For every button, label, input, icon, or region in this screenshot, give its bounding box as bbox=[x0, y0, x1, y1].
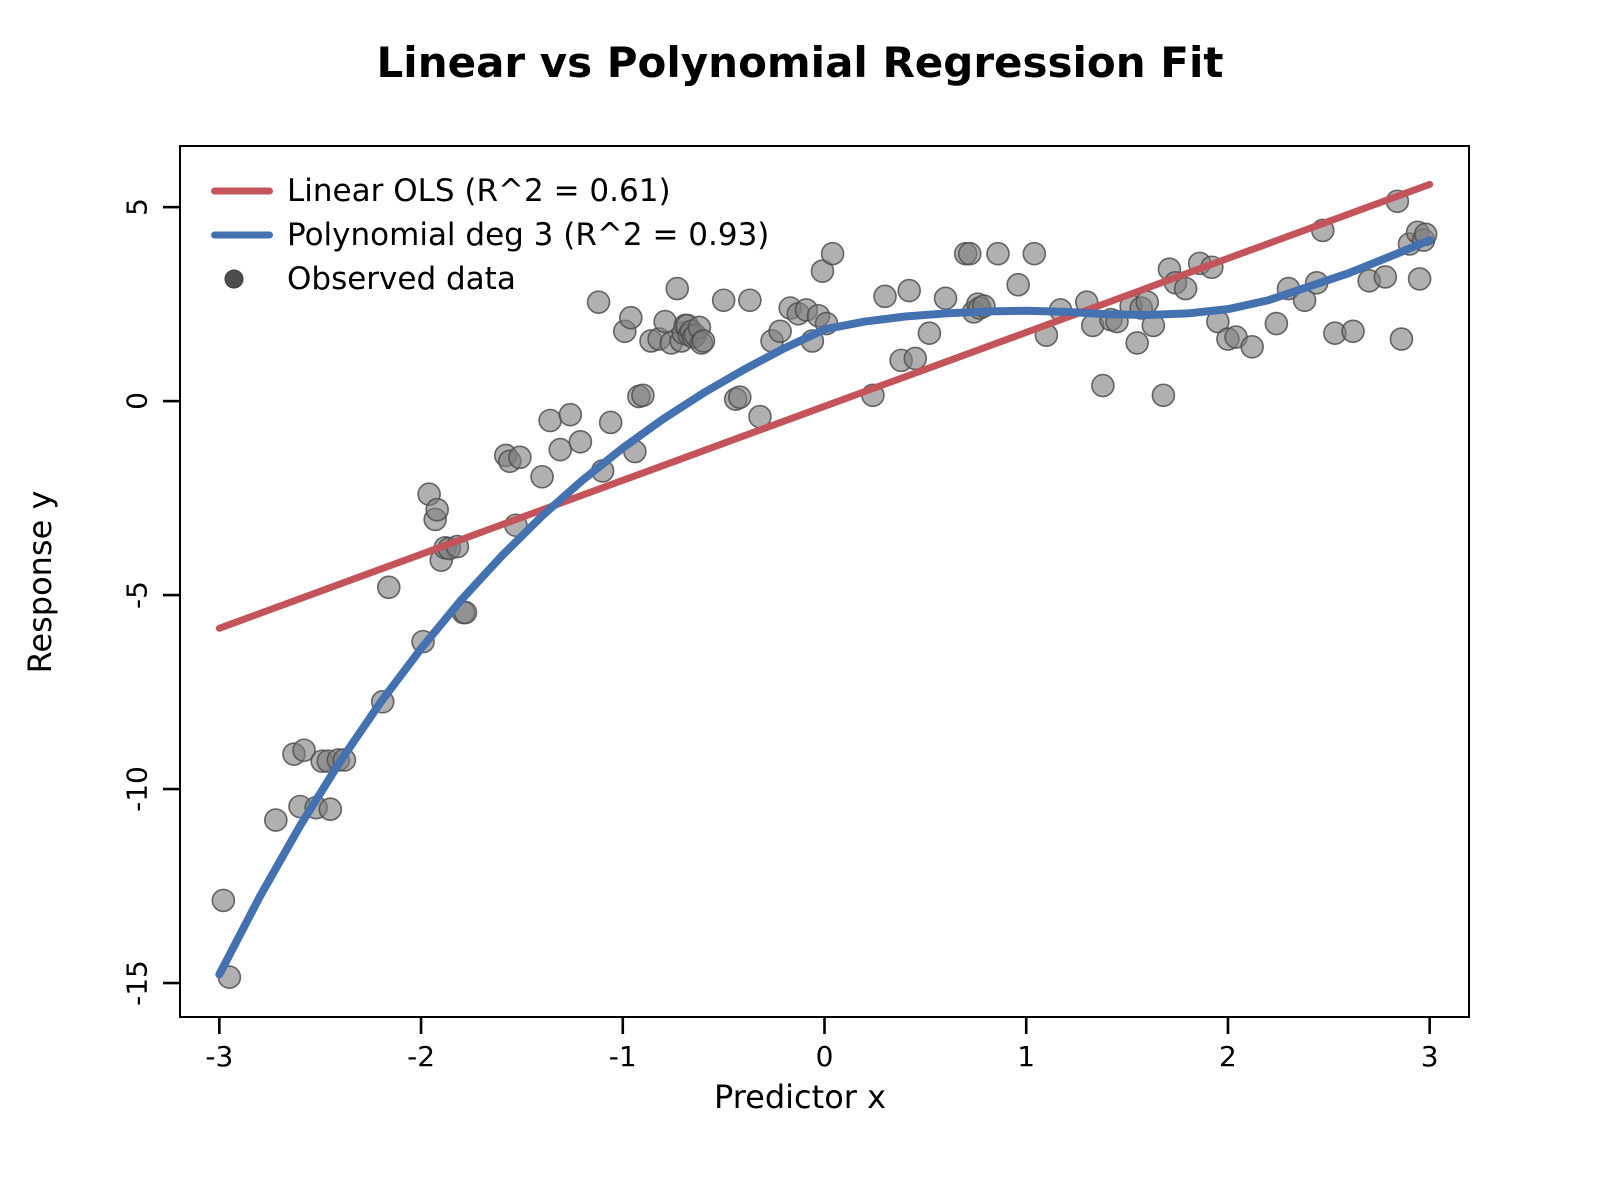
data-point bbox=[1341, 319, 1365, 344]
y-axis-label: Response y bbox=[21, 490, 59, 674]
data-point bbox=[768, 319, 792, 344]
y-tick-label: -5 bbox=[120, 581, 154, 610]
data-point bbox=[1264, 311, 1289, 336]
x-tick-label: 2 bbox=[1219, 1040, 1237, 1073]
data-point bbox=[1173, 276, 1198, 301]
data-point bbox=[986, 241, 1010, 266]
legend-swatch-observed bbox=[207, 257, 277, 301]
plot-svg bbox=[211, 180, 1438, 990]
polynomial-fit-line bbox=[215, 236, 1434, 979]
data-point bbox=[933, 286, 958, 311]
data-point bbox=[1389, 327, 1414, 351]
x-axis-label: Predictor x bbox=[713, 1078, 887, 1116]
data-point bbox=[1151, 383, 1176, 408]
data-point bbox=[738, 288, 762, 313]
y-tick-label: 5 bbox=[120, 198, 154, 217]
plot-area: Linear OLS (R^2 = 0.61) Polynomial deg 3… bbox=[179, 145, 1470, 1018]
chart-title: Linear vs Polynomial Regression Fit bbox=[376, 38, 1224, 87]
legend-swatch-linear bbox=[207, 169, 277, 213]
data-point bbox=[538, 408, 562, 433]
line-icon bbox=[211, 231, 273, 239]
data-point bbox=[873, 284, 897, 309]
data-point bbox=[425, 497, 449, 522]
data-point bbox=[211, 888, 236, 913]
x-tick-label: 0 bbox=[815, 1040, 834, 1073]
data-point bbox=[1125, 331, 1149, 355]
data-point bbox=[903, 346, 928, 371]
circle-marker-icon bbox=[224, 269, 244, 289]
x-tick-label: 3 bbox=[1420, 1040, 1439, 1073]
data-point bbox=[376, 575, 401, 600]
x-tick-label: 1 bbox=[1017, 1040, 1036, 1073]
y-tick-label: 0 bbox=[120, 392, 154, 411]
data-point bbox=[1091, 373, 1115, 398]
x-tick-label: -1 bbox=[608, 1040, 637, 1073]
legend-item-observed[interactable]: Observed data bbox=[207, 257, 769, 301]
y-tick-label: -10 bbox=[120, 766, 154, 812]
data-point bbox=[820, 241, 845, 266]
data-point bbox=[318, 797, 343, 822]
data-point bbox=[530, 464, 554, 489]
legend-label-polynomial: Polynomial deg 3 (R^2 = 0.93) bbox=[287, 217, 770, 253]
data-point bbox=[631, 383, 655, 408]
legend-swatch-polynomial bbox=[207, 213, 277, 257]
data-point bbox=[1022, 241, 1047, 266]
data-point bbox=[711, 288, 736, 313]
x-tick-label: -2 bbox=[407, 1040, 436, 1073]
chart-legend: Linear OLS (R^2 = 0.61) Polynomial deg 3… bbox=[197, 161, 783, 311]
data-point bbox=[897, 278, 922, 303]
data-point bbox=[292, 738, 316, 763]
data-point bbox=[665, 276, 690, 301]
data-point bbox=[1006, 272, 1030, 297]
data-point bbox=[619, 305, 643, 330]
legend-item-polynomial[interactable]: Polynomial deg 3 (R^2 = 0.93) bbox=[207, 213, 769, 257]
data-point bbox=[1407, 267, 1432, 291]
data-point bbox=[810, 259, 835, 283]
linear-ols-line bbox=[215, 180, 1434, 632]
data-point bbox=[558, 402, 583, 427]
data-point bbox=[508, 445, 532, 470]
data-point bbox=[917, 321, 942, 346]
data-point bbox=[1373, 265, 1398, 289]
y-tick-label: -15 bbox=[120, 960, 154, 1006]
data-point bbox=[1240, 334, 1264, 359]
legend-item-linear[interactable]: Linear OLS (R^2 = 0.61) bbox=[207, 169, 769, 213]
legend-label-observed: Observed data bbox=[287, 261, 516, 297]
data-point bbox=[957, 241, 982, 266]
x-tick-label: -3 bbox=[205, 1040, 234, 1073]
data-point bbox=[598, 410, 623, 435]
data-point bbox=[548, 437, 573, 462]
data-point bbox=[691, 329, 716, 353]
legend-label-linear: Linear OLS (R^2 = 0.61) bbox=[287, 173, 671, 209]
data-point bbox=[264, 808, 288, 832]
data-point bbox=[586, 290, 611, 314]
data-point bbox=[568, 430, 593, 454]
data-point bbox=[727, 385, 752, 410]
line-icon bbox=[211, 187, 273, 195]
